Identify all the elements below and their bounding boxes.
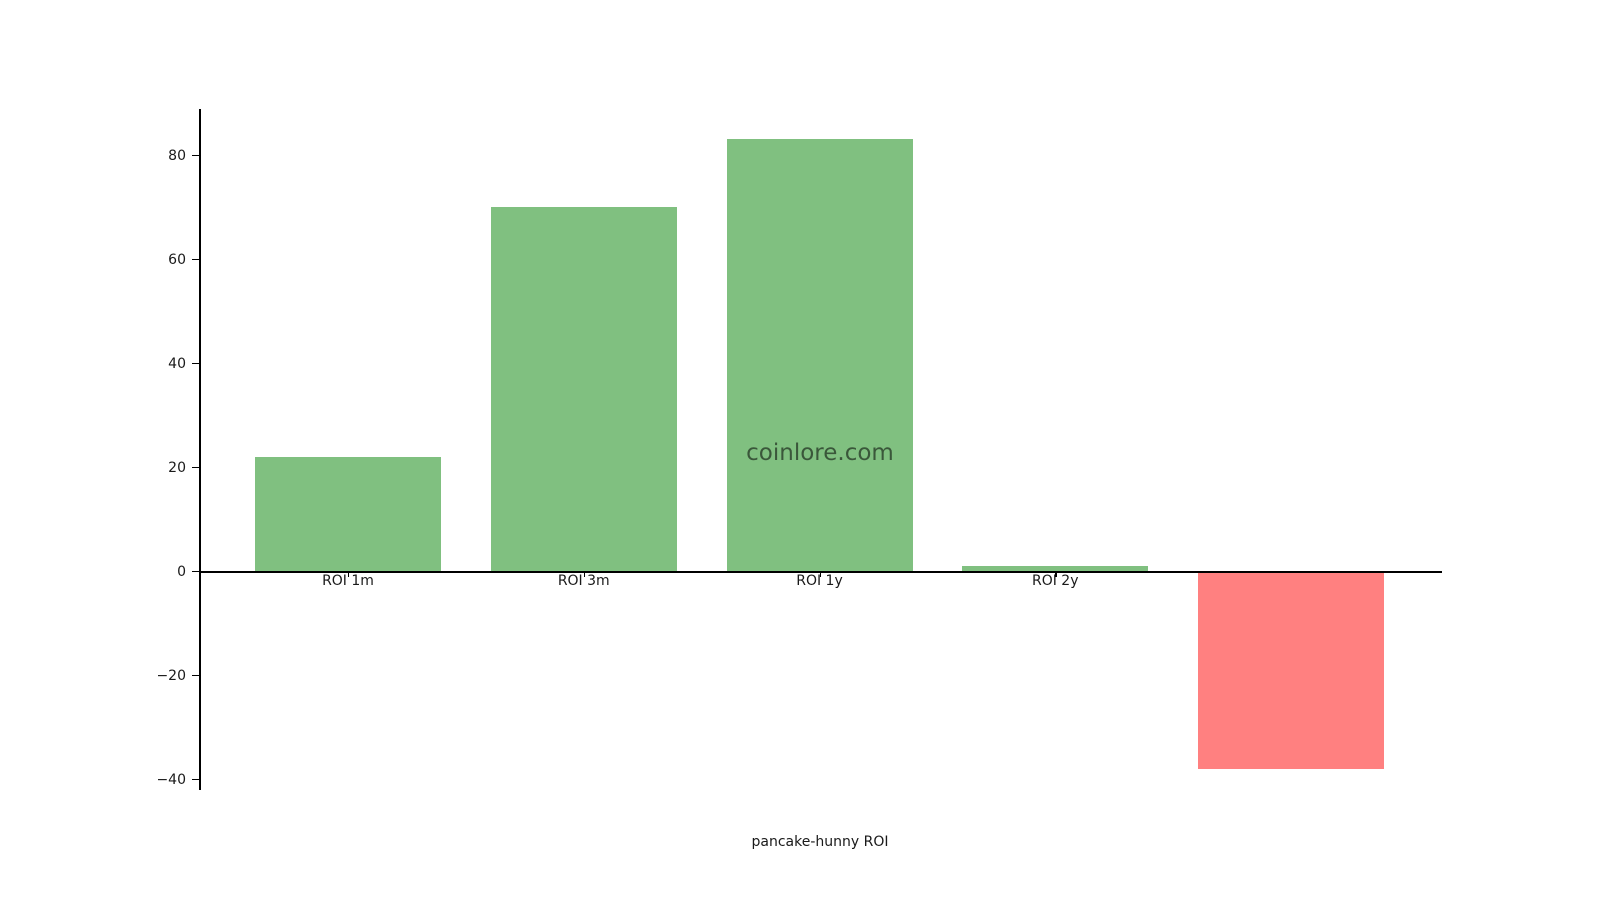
y-tick-label: 40	[168, 356, 186, 372]
bar-roi-1m	[255, 456, 441, 571]
x-tick-label: ROI 2y	[1031, 573, 1079, 589]
x-tick	[348, 571, 350, 577]
watermark-text: coinlore.com	[746, 440, 894, 466]
x-tick	[1055, 571, 1057, 577]
y-tick	[192, 467, 199, 469]
y-tick-label: −40	[156, 772, 186, 788]
bar-unlabeled	[1198, 571, 1384, 769]
bar-roi-1y	[726, 139, 913, 571]
chart-title: pancake-hunny ROI	[751, 834, 889, 850]
y-tick-label: −20	[156, 668, 186, 684]
y-tick-label: 80	[168, 148, 186, 164]
y-axis-spine	[199, 109, 201, 790]
y-tick	[192, 363, 199, 365]
y-tick	[192, 259, 199, 261]
y-tick-label: 20	[168, 460, 186, 476]
y-tick	[192, 155, 199, 157]
bar-roi-3m	[490, 207, 677, 571]
y-tick	[192, 571, 199, 573]
y-tick	[192, 675, 199, 677]
x-tick	[819, 571, 821, 577]
y-tick	[192, 779, 199, 781]
y-tick-label: 60	[168, 252, 186, 268]
x-tick-label: ROI 3m	[557, 573, 610, 589]
bar-roi-2y	[962, 565, 1149, 571]
x-tick	[583, 571, 586, 577]
x-tick-label: ROI 1y	[796, 573, 843, 589]
x-tick-label: ROI 1m	[322, 573, 374, 589]
y-tick-label: 0	[177, 564, 186, 580]
